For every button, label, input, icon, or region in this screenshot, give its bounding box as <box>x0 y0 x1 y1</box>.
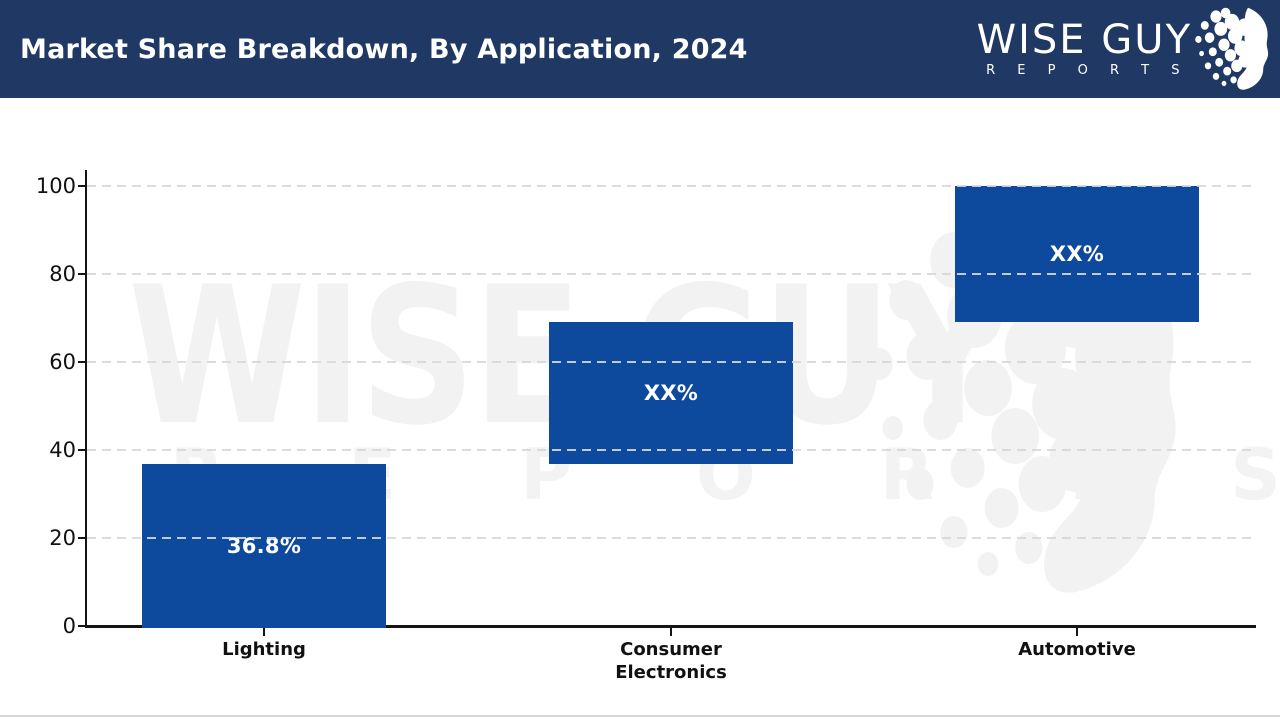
page-title: Market Share Breakdown, By Application, … <box>20 33 748 65</box>
brand-name: WISE GUY <box>976 17 1192 63</box>
gridline-40 <box>87 449 1256 451</box>
x-tick-mark-automotive <box>1076 628 1078 636</box>
bar-value-label: XX% <box>1049 242 1105 267</box>
bar-value-label: XX% <box>643 381 699 406</box>
y-tick-mark-80 <box>78 273 86 275</box>
header-bar: Market Share Breakdown, By Application, … <box>0 0 1280 98</box>
category-label-lighting: Lighting <box>222 639 306 660</box>
category-label-automotive: Automotive <box>1018 639 1136 660</box>
y-tick-label-60: 60 <box>49 350 76 374</box>
gridline-80 <box>87 273 1256 275</box>
brand-logo-text: WISE GUY R E P O R T S <box>977 20 1192 78</box>
bottom-border-line <box>0 715 1280 717</box>
category-label-consumer-electronics: Consumer Electronics <box>615 639 727 683</box>
y-tick-mark-20 <box>78 537 86 539</box>
y-tick-label-40: 40 <box>49 438 76 462</box>
y-tick-mark-60 <box>78 361 86 363</box>
gridline-60 <box>87 361 1256 363</box>
y-tick-label-20: 20 <box>49 526 76 550</box>
brand-face-dots-icon <box>1195 7 1269 90</box>
x-axis-line <box>85 625 1256 628</box>
x-tick-mark-consumer-electronics <box>670 628 672 636</box>
gridline-100 <box>87 185 1256 187</box>
bar-automotive: XX% <box>955 186 1199 323</box>
y-axis-line <box>85 170 87 628</box>
y-tick-mark-40 <box>78 449 86 451</box>
y-tick-label-80: 80 <box>49 262 76 286</box>
brand-logo: WISE GUY R E P O R T S <box>977 4 1272 96</box>
bar-lighting: 36.8% <box>142 464 386 628</box>
bar-consumer-electronics: XX% <box>549 322 793 465</box>
x-tick-mark-lighting <box>263 628 265 636</box>
y-tick-mark-0 <box>78 625 86 627</box>
y-tick-label-0: 0 <box>62 614 76 638</box>
y-tick-mark-100 <box>78 185 86 187</box>
brand-subtitle: R E P O R T S <box>986 63 1189 78</box>
gridline-20 <box>87 537 1256 539</box>
y-tick-label-100: 100 <box>35 174 76 198</box>
